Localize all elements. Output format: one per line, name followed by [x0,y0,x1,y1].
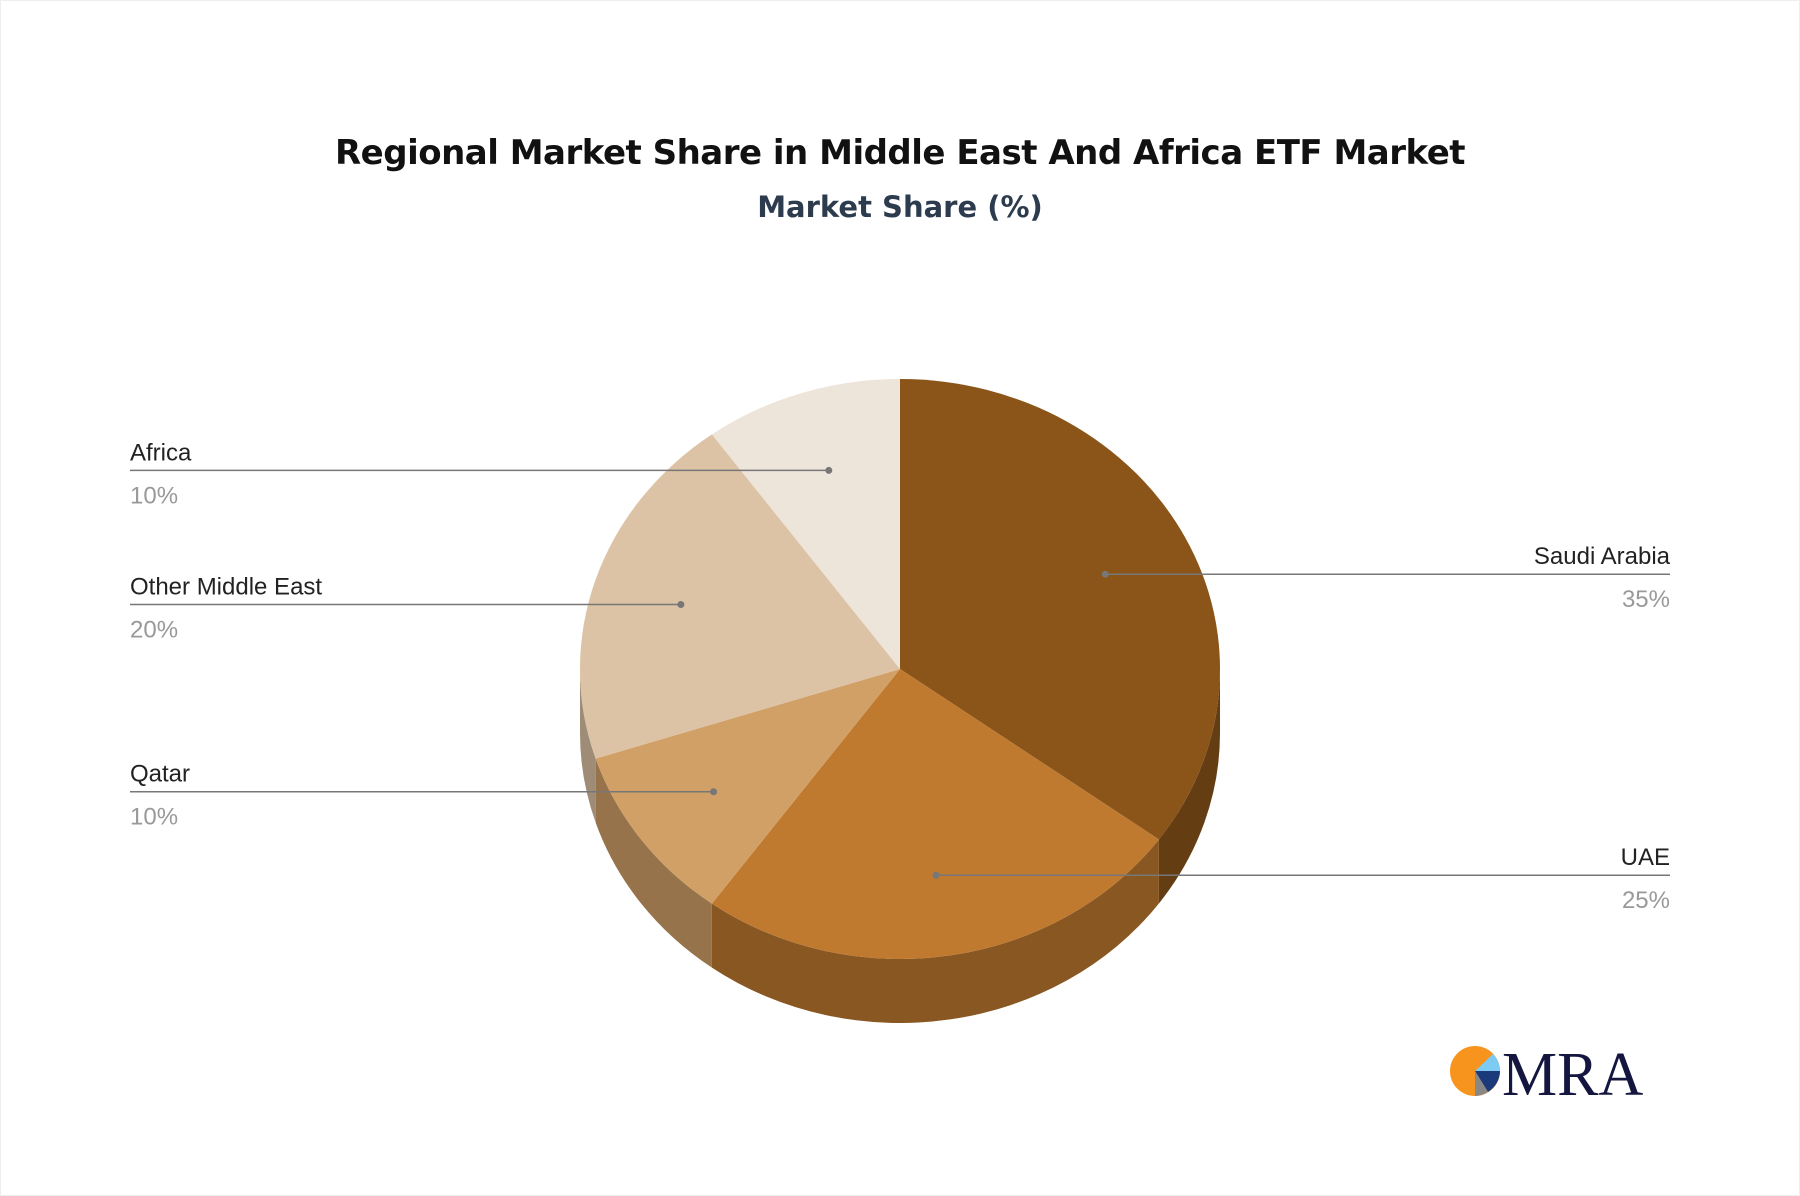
pie-sides [580,669,1220,1024]
pie-slice-other-middle-east[interactable] [580,434,900,759]
pie-side-0 [1158,669,1220,904]
pie-side-3 [580,669,596,823]
logo-text: MRA [1502,1041,1643,1105]
slice-value: 10% [130,482,178,509]
leader-dot [1101,570,1109,578]
leader-dot [932,871,940,879]
pie-slice-africa[interactable] [711,379,900,669]
slice-label: Africa [130,439,192,466]
slice-label: Other Middle East [130,573,322,600]
pie-slice-uae[interactable] [711,669,1159,959]
slice-label: Qatar [130,761,190,788]
pie-side-2 [595,758,712,968]
leader-dot [710,788,718,796]
slice-value: 20% [130,616,178,643]
mra-logo: MRA [1450,1041,1643,1105]
chart-title: Regional Market Share in Middle East And… [334,133,1466,173]
pie-slice-saudi-arabia[interactable] [900,379,1220,840]
leader-dot [825,466,833,474]
leader-dot [677,600,685,608]
slice-label: Saudi Arabia [1534,543,1671,570]
slice-value: 25% [1622,887,1670,914]
slice-value: 35% [1622,586,1670,613]
pie-slice-qatar[interactable] [595,669,900,904]
chart-subtitle: Market Share (%) [757,190,1043,224]
slice-value: 10% [130,804,178,831]
pie-side-1 [711,839,1159,1024]
slice-label: UAE [1621,844,1670,871]
